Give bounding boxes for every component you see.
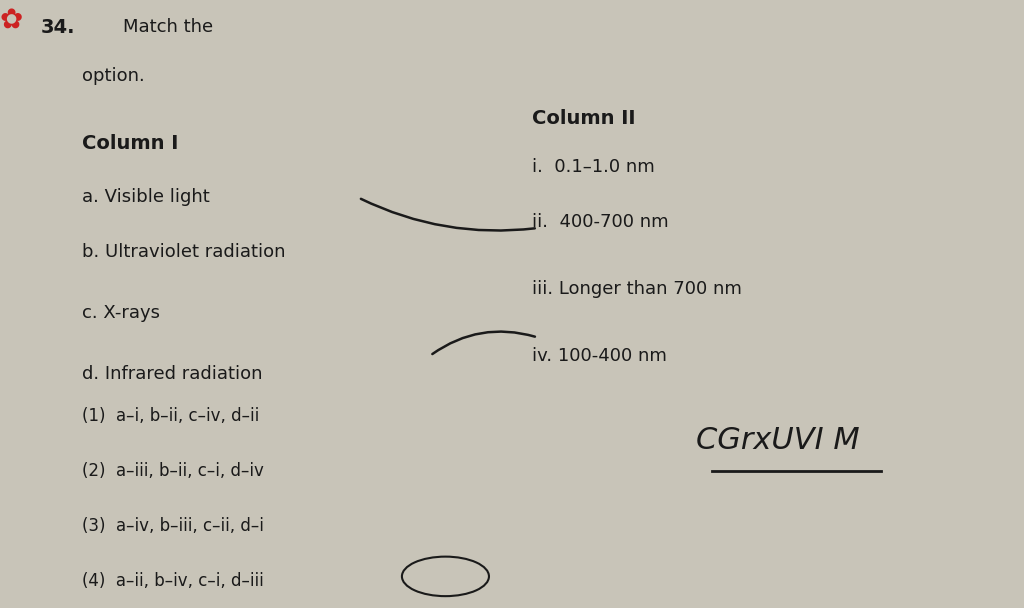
Text: ii.  400-700 nm: ii. 400-700 nm xyxy=(532,213,669,231)
Text: (2)  a–iii, b–ii, c–i, d–iv: (2) a–iii, b–ii, c–i, d–iv xyxy=(82,462,264,480)
Text: 34.: 34. xyxy=(41,18,76,37)
Text: c. X-rays: c. X-rays xyxy=(82,304,160,322)
Text: (4)  a–ii, b–iv, c–i, d–iii: (4) a–ii, b–iv, c–i, d–iii xyxy=(82,572,263,590)
Text: iii. Longer than 700 nm: iii. Longer than 700 nm xyxy=(532,280,742,298)
FancyArrowPatch shape xyxy=(432,331,535,354)
Text: i.  0.1–1.0 nm: i. 0.1–1.0 nm xyxy=(532,158,655,176)
Text: Column I: Column I xyxy=(82,134,178,153)
Text: d. Infrared radiation: d. Infrared radiation xyxy=(82,365,262,383)
Text: Match the: Match the xyxy=(123,18,213,36)
Text: ✿: ✿ xyxy=(0,6,24,34)
Text: b. Ultraviolet radiation: b. Ultraviolet radiation xyxy=(82,243,286,261)
Text: option.: option. xyxy=(82,67,144,85)
FancyArrowPatch shape xyxy=(360,199,535,230)
Text: CGrxUVI M: CGrxUVI M xyxy=(696,426,860,455)
Text: (1)  a–i, b–ii, c–iv, d–ii: (1) a–i, b–ii, c–iv, d–ii xyxy=(82,407,259,426)
Text: Column II: Column II xyxy=(532,109,636,128)
Text: iv. 100-400 nm: iv. 100-400 nm xyxy=(532,347,668,365)
Text: (3)  a–iv, b–iii, c–ii, d–i: (3) a–iv, b–iii, c–ii, d–i xyxy=(82,517,264,535)
Text: a. Visible light: a. Visible light xyxy=(82,188,210,207)
